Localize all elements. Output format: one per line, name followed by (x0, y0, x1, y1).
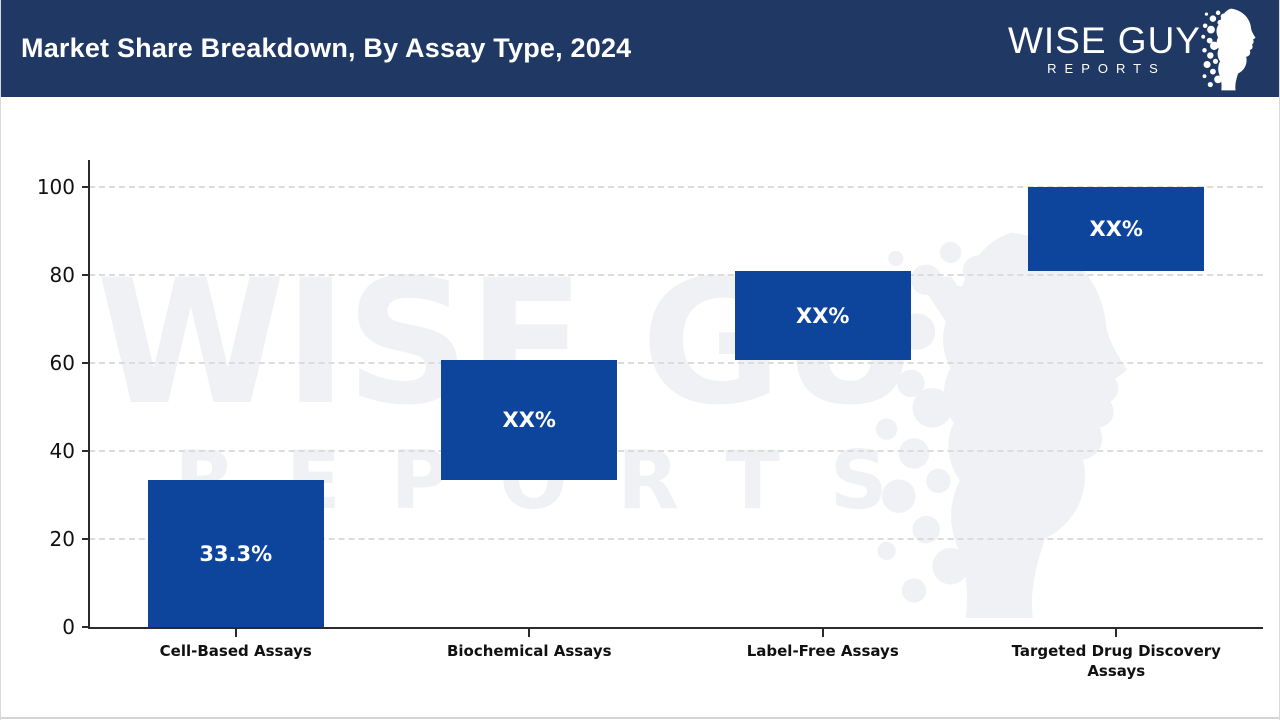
bar-value-label: XX% (1089, 217, 1143, 242)
gridline (89, 450, 1263, 452)
x-category-label: Targeted Drug Discovery Assays (1011, 642, 1221, 681)
logo-brand-subtitle: REPORTS (1047, 61, 1166, 76)
x-category-label: Cell-Based Assays (159, 642, 312, 660)
gridline (89, 538, 1263, 540)
wise-guy-logo: WISE GUY REPORTS (1008, 7, 1267, 91)
x-axis-line (88, 627, 1263, 629)
watermark-face-icon (859, 225, 1164, 625)
y-axis-tick (82, 362, 89, 364)
bar-segment: 33.3% (147, 480, 324, 627)
bottom-border (1, 717, 1279, 719)
x-axis-tick (1115, 629, 1118, 637)
bar-segment: XX% (441, 360, 618, 481)
y-tick-label: 60 (49, 351, 75, 375)
logo-brand-name: WISE GUY (1007, 20, 1201, 61)
header-bar: Market Share Breakdown, By Assay Type, 2… (1, 0, 1279, 97)
y-axis-line (88, 160, 90, 629)
x-category-label: Biochemical Assays (446, 642, 612, 660)
y-tick-label: 100 (36, 175, 75, 199)
logo-text: WISE GUY REPORTS (1008, 22, 1201, 75)
y-axis-tick (82, 626, 89, 628)
y-axis-tick (82, 538, 89, 540)
y-axis-tick (82, 274, 89, 276)
y-tick-label: 0 (62, 615, 75, 639)
wise-guy-face-icon (1195, 7, 1267, 91)
chart-title: Market Share Breakdown, By Assay Type, 2… (21, 33, 632, 63)
gridline (89, 362, 1263, 364)
y-tick-label: 20 (49, 527, 75, 551)
y-tick-label: 80 (49, 263, 75, 287)
x-axis-tick (234, 629, 237, 637)
y-axis-tick (82, 186, 89, 188)
bar-segment: XX% (1028, 187, 1205, 272)
plot-area: 0 20 40 60 80 100 33.3% Cell-Based Assays XX% Bio… (1, 97, 1279, 717)
y-tick-label: 40 (49, 439, 75, 463)
gridline (89, 274, 1263, 276)
y-axis-tick (82, 450, 89, 452)
chart-region: WISE GUY REPORTS 0 20 40 60 80 100 33.3% Cell-B… (1, 97, 1279, 717)
gridline (89, 186, 1263, 188)
bar-value-label: XX% (502, 408, 556, 433)
bar-value-label: XX% (796, 303, 850, 328)
bar-value-label: 33.3% (199, 541, 273, 566)
x-category-label: Label-Free Assays (746, 642, 899, 660)
x-axis-tick (821, 629, 824, 637)
bar-segment: XX% (734, 271, 911, 361)
x-axis-tick (528, 629, 531, 637)
